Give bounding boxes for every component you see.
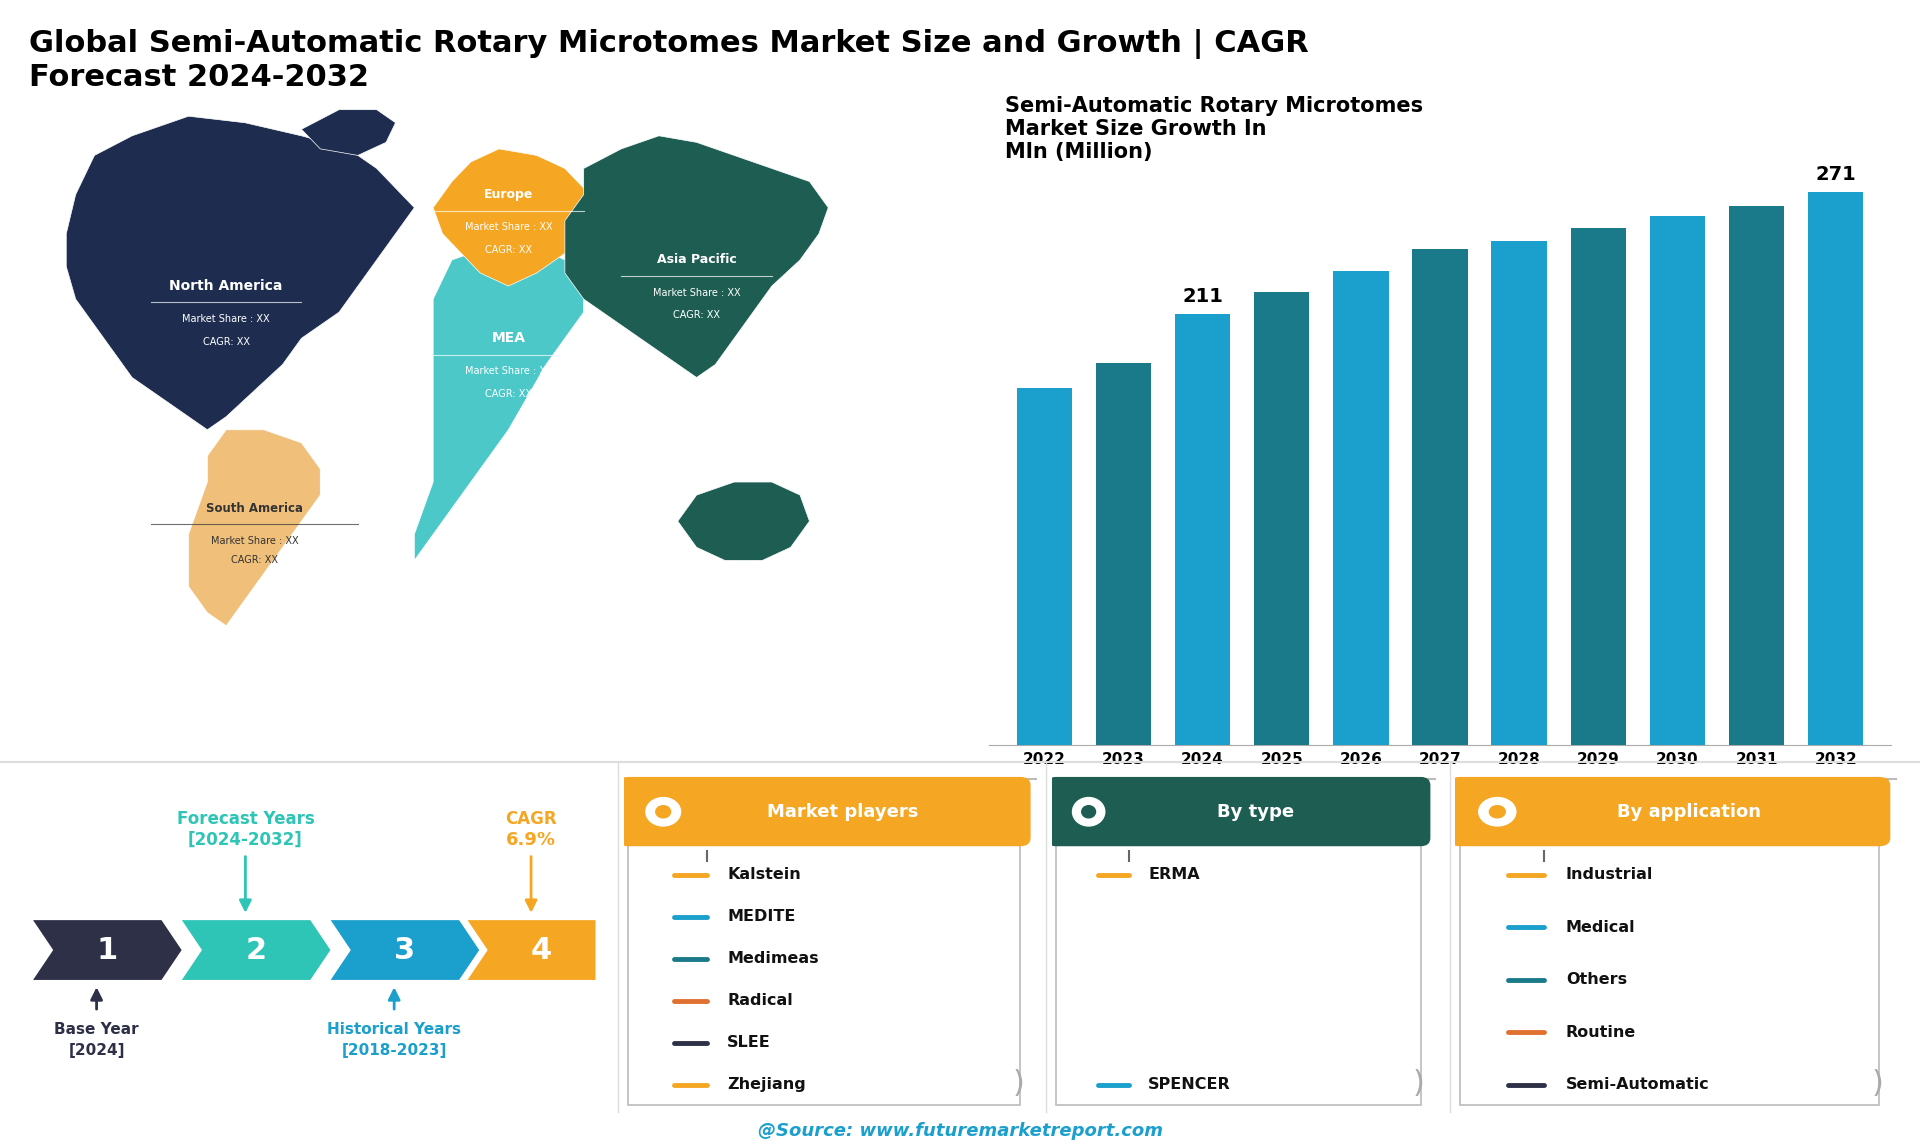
Text: Historical Years: Historical Years [326,1022,461,1037]
Text: @Source: www.futuremarketreport.com: @Source: www.futuremarketreport.com [758,1122,1162,1140]
Text: 271: 271 [1816,165,1857,183]
Text: Semi-Automatic: Semi-Automatic [1567,1077,1709,1092]
Polygon shape [328,919,480,981]
Text: SPENCER: SPENCER [1148,1077,1231,1092]
Text: By application: By application [1617,802,1761,821]
Bar [1492,241,1548,745]
Text: Market Share : XX: Market Share : XX [182,314,271,323]
Text: 2: 2 [246,935,267,965]
Text: [2018-2023]: [2018-2023] [342,1043,447,1058]
Text: 6.9%: 6.9% [507,831,557,849]
Circle shape [657,806,670,818]
Text: 3: 3 [394,935,415,965]
Text: Market players: Market players [768,802,918,821]
Circle shape [1490,806,1505,818]
Polygon shape [180,919,332,981]
Text: CAGR: CAGR [505,810,557,829]
Bar [1413,249,1467,745]
Text: ): ) [1012,1069,1025,1098]
Text: [2024-2032]: [2024-2032] [188,831,303,849]
Text: Europe: Europe [484,188,534,201]
Text: Zhejiang: Zhejiang [728,1077,806,1092]
Polygon shape [415,246,584,560]
Bar [1649,217,1705,745]
Bar [1016,387,1071,745]
Bar [1332,272,1388,745]
Text: CAGR: XX: CAGR: XX [674,311,720,321]
Polygon shape [301,110,396,156]
Text: Base Year: Base Year [54,1022,138,1037]
Text: Industrial: Industrial [1567,868,1653,882]
Text: North America: North America [169,278,282,293]
Text: Semi-Automatic Rotary Microtomes
Market Size Growth In
Mln (Million): Semi-Automatic Rotary Microtomes Market … [1004,96,1423,163]
FancyBboxPatch shape [618,777,1031,846]
Bar [1728,206,1784,745]
Bar [1096,363,1152,745]
Text: ERMA: ERMA [1148,868,1200,882]
Text: Radical: Radical [728,994,793,1008]
Text: Routine: Routine [1567,1025,1636,1039]
Bar [1175,314,1231,745]
Text: Market Share : XX: Market Share : XX [465,222,553,233]
Text: Medimeas: Medimeas [728,951,818,966]
Text: South America: South America [205,502,303,515]
Polygon shape [31,919,182,981]
Polygon shape [465,919,597,981]
Circle shape [1073,798,1104,826]
Text: CAGR: XX: CAGR: XX [486,388,532,399]
FancyBboxPatch shape [1450,777,1891,846]
Circle shape [1478,798,1517,826]
Text: Kalstein: Kalstein [728,868,801,882]
Text: Market Share : XX: Market Share : XX [653,288,741,298]
Text: Market Share : XX: Market Share : XX [465,366,553,376]
Polygon shape [564,136,828,377]
Text: ): ) [1872,1069,1884,1098]
Polygon shape [188,430,321,626]
Text: CAGR: XX: CAGR: XX [230,556,278,565]
Text: SLEE: SLEE [728,1035,772,1050]
Text: Others: Others [1567,972,1626,987]
Polygon shape [678,482,810,560]
Text: CAGR: XX: CAGR: XX [204,337,250,346]
Text: Market Share : XX: Market Share : XX [211,536,298,545]
Circle shape [645,798,680,826]
FancyBboxPatch shape [1046,777,1430,846]
Text: Global Semi-Automatic Rotary Microtomes Market Size and Growth | CAGR
Forecast 2: Global Semi-Automatic Rotary Microtomes … [29,29,1309,92]
Text: By type: By type [1217,802,1294,821]
Text: Medical: Medical [1567,920,1636,935]
Text: MEDITE: MEDITE [728,910,795,925]
Text: Forecast Years: Forecast Years [177,810,315,829]
Text: ): ) [1413,1069,1425,1098]
Circle shape [1081,806,1096,818]
Text: 4: 4 [530,935,553,965]
Text: CAGR: XX: CAGR: XX [486,245,532,256]
Text: MEA: MEA [492,331,526,345]
Text: 211: 211 [1183,286,1223,306]
Text: Asia Pacific: Asia Pacific [657,253,737,266]
Polygon shape [434,149,603,286]
Text: 1: 1 [96,935,117,965]
Bar [1809,191,1864,745]
Text: [2024]: [2024] [69,1043,125,1058]
Polygon shape [65,116,415,430]
Bar [1254,292,1309,745]
Bar [1571,228,1626,745]
